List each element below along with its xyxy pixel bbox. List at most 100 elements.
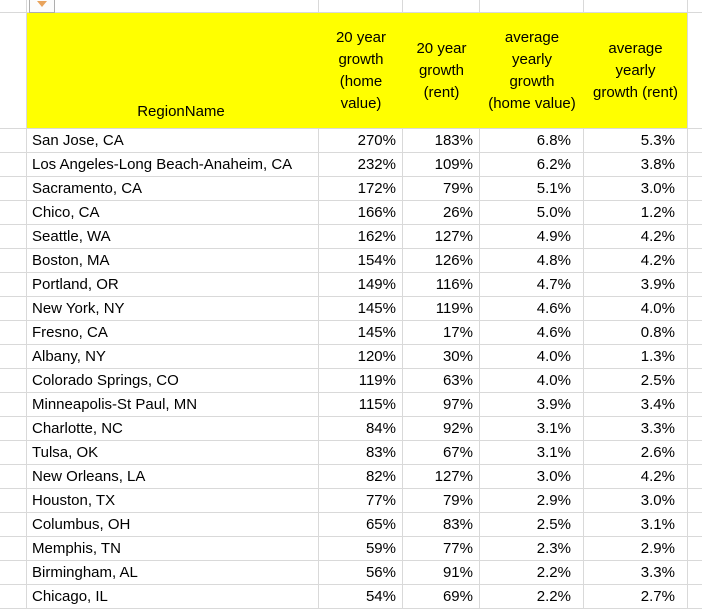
- cell-avg-yearly-growth-home-value[interactable]: 2.2%: [480, 585, 584, 608]
- cell-avg-yearly-growth-home-value[interactable]: 4.7%: [480, 273, 584, 296]
- cell-avg-yearly-growth-home-value[interactable]: 3.9%: [480, 393, 584, 416]
- cell-avg-yearly-growth-rent[interactable]: 3.0%: [584, 489, 688, 512]
- cell-avg-yearly-growth-home-value[interactable]: 6.8%: [480, 129, 584, 152]
- cell-20yr-growth-rent[interactable]: 83%: [403, 513, 480, 536]
- cell-avg-yearly-growth-rent[interactable]: 0.8%: [584, 321, 688, 344]
- cell-avg-yearly-growth-home-value[interactable]: 4.0%: [480, 345, 584, 368]
- cell-avg-yearly-growth-rent[interactable]: 2.7%: [584, 585, 688, 608]
- cell-region-name[interactable]: Birmingham, AL: [27, 561, 319, 584]
- cell-20yr-growth-rent[interactable]: 67%: [403, 441, 480, 464]
- cell-avg-yearly-growth-rent[interactable]: 3.4%: [584, 393, 688, 416]
- cell-avg-yearly-growth-home-value[interactable]: 4.0%: [480, 369, 584, 392]
- cell-region-name[interactable]: Tulsa, OK: [27, 441, 319, 464]
- cell-region-name[interactable]: San Jose, CA: [27, 129, 319, 152]
- cell-avg-yearly-growth-rent[interactable]: 3.3%: [584, 561, 688, 584]
- cell-avg-yearly-growth-rent[interactable]: 1.3%: [584, 345, 688, 368]
- cell-20yr-growth-rent[interactable]: 116%: [403, 273, 480, 296]
- cell-avg-yearly-growth-rent[interactable]: 1.2%: [584, 201, 688, 224]
- cell-20yr-growth-rent[interactable]: 17%: [403, 321, 480, 344]
- cell-20yr-growth-rent[interactable]: 127%: [403, 465, 480, 488]
- cell-avg-yearly-growth-rent[interactable]: 3.8%: [584, 153, 688, 176]
- cell-20yr-growth-home-value[interactable]: 54%: [319, 585, 403, 608]
- cell-region-name[interactable]: Colorado Springs, CO: [27, 369, 319, 392]
- column-header-avg-yearly-growth-home-value[interactable]: average yearly growth (home value): [480, 13, 584, 128]
- cell-20yr-growth-rent[interactable]: 119%: [403, 297, 480, 320]
- cell-20yr-growth-rent[interactable]: 26%: [403, 201, 480, 224]
- column-header-20yr-growth-home-value[interactable]: 20 year growth (home value): [319, 13, 403, 128]
- cell-region-name[interactable]: Fresno, CA: [27, 321, 319, 344]
- cell-20yr-growth-rent[interactable]: 127%: [403, 225, 480, 248]
- cell-20yr-growth-rent[interactable]: 91%: [403, 561, 480, 584]
- cell-avg-yearly-growth-home-value[interactable]: 3.1%: [480, 417, 584, 440]
- cell-avg-yearly-growth-home-value[interactable]: 3.0%: [480, 465, 584, 488]
- cell-20yr-growth-home-value[interactable]: 77%: [319, 489, 403, 512]
- cell-20yr-growth-home-value[interactable]: 270%: [319, 129, 403, 152]
- cell-20yr-growth-home-value[interactable]: 145%: [319, 321, 403, 344]
- cell-avg-yearly-growth-rent[interactable]: 3.9%: [584, 273, 688, 296]
- cell-region-name[interactable]: Charlotte, NC: [27, 417, 319, 440]
- column-header-20yr-growth-rent[interactable]: 20 year growth (rent): [403, 13, 480, 128]
- cell-avg-yearly-growth-home-value[interactable]: 3.1%: [480, 441, 584, 464]
- cell-avg-yearly-growth-home-value[interactable]: 2.3%: [480, 537, 584, 560]
- cell-20yr-growth-rent[interactable]: 77%: [403, 537, 480, 560]
- cell-20yr-growth-home-value[interactable]: 120%: [319, 345, 403, 368]
- cell-20yr-growth-home-value[interactable]: 149%: [319, 273, 403, 296]
- cell-20yr-growth-home-value[interactable]: 145%: [319, 297, 403, 320]
- cell-avg-yearly-growth-home-value[interactable]: 6.2%: [480, 153, 584, 176]
- cell-20yr-growth-home-value[interactable]: 82%: [319, 465, 403, 488]
- filter-dropdown-button[interactable]: [29, 0, 55, 13]
- cell-region-name[interactable]: Sacramento, CA: [27, 177, 319, 200]
- cell-region-name[interactable]: Los Angeles-Long Beach-Anaheim, CA: [27, 153, 319, 176]
- cell-20yr-growth-rent[interactable]: 79%: [403, 489, 480, 512]
- cell-20yr-growth-home-value[interactable]: 115%: [319, 393, 403, 416]
- cell-20yr-growth-home-value[interactable]: 172%: [319, 177, 403, 200]
- cell-region-name[interactable]: Houston, TX: [27, 489, 319, 512]
- cell-region-name[interactable]: Minneapolis-St Paul, MN: [27, 393, 319, 416]
- cell-20yr-growth-rent[interactable]: 79%: [403, 177, 480, 200]
- cell-region-name[interactable]: Portland, OR: [27, 273, 319, 296]
- cell-20yr-growth-rent[interactable]: 97%: [403, 393, 480, 416]
- cell-20yr-growth-home-value[interactable]: 59%: [319, 537, 403, 560]
- cell-avg-yearly-growth-rent[interactable]: 3.3%: [584, 417, 688, 440]
- cell-20yr-growth-home-value[interactable]: 83%: [319, 441, 403, 464]
- cell-20yr-growth-home-value[interactable]: 232%: [319, 153, 403, 176]
- cell-region-name[interactable]: Boston, MA: [27, 249, 319, 272]
- cell-20yr-growth-home-value[interactable]: 119%: [319, 369, 403, 392]
- cell-20yr-growth-rent[interactable]: 63%: [403, 369, 480, 392]
- cell-20yr-growth-home-value[interactable]: 154%: [319, 249, 403, 272]
- cell-region-name[interactable]: New Orleans, LA: [27, 465, 319, 488]
- cell-avg-yearly-growth-home-value[interactable]: 5.1%: [480, 177, 584, 200]
- cell-avg-yearly-growth-rent[interactable]: 4.2%: [584, 249, 688, 272]
- cell-avg-yearly-growth-rent[interactable]: 2.6%: [584, 441, 688, 464]
- cell-avg-yearly-growth-rent[interactable]: 3.1%: [584, 513, 688, 536]
- cell-region-name[interactable]: Memphis, TN: [27, 537, 319, 560]
- cell-region-name[interactable]: Chicago, IL: [27, 585, 319, 608]
- cell-avg-yearly-growth-rent[interactable]: 5.3%: [584, 129, 688, 152]
- cell-20yr-growth-home-value[interactable]: 56%: [319, 561, 403, 584]
- cell-20yr-growth-home-value[interactable]: 65%: [319, 513, 403, 536]
- cell-avg-yearly-growth-rent[interactable]: 4.2%: [584, 225, 688, 248]
- cell-avg-yearly-growth-home-value[interactable]: 2.5%: [480, 513, 584, 536]
- cell-region-name[interactable]: Seattle, WA: [27, 225, 319, 248]
- column-header-region-name[interactable]: RegionName: [27, 13, 319, 128]
- cell-20yr-growth-home-value[interactable]: 162%: [319, 225, 403, 248]
- column-header-avg-yearly-growth-rent[interactable]: average yearly growth (rent): [584, 13, 688, 128]
- cell-avg-yearly-growth-rent[interactable]: 2.9%: [584, 537, 688, 560]
- cell-20yr-growth-home-value[interactable]: 166%: [319, 201, 403, 224]
- cell-avg-yearly-growth-home-value[interactable]: 4.9%: [480, 225, 584, 248]
- cell-20yr-growth-home-value[interactable]: 84%: [319, 417, 403, 440]
- cell-region-name[interactable]: New York, NY: [27, 297, 319, 320]
- cell-avg-yearly-growth-rent[interactable]: 2.5%: [584, 369, 688, 392]
- cell-20yr-growth-rent[interactable]: 30%: [403, 345, 480, 368]
- cell-20yr-growth-rent[interactable]: 92%: [403, 417, 480, 440]
- cell-20yr-growth-rent[interactable]: 126%: [403, 249, 480, 272]
- cell-avg-yearly-growth-rent[interactable]: 4.0%: [584, 297, 688, 320]
- cell-20yr-growth-rent[interactable]: 69%: [403, 585, 480, 608]
- cell-region-name[interactable]: Columbus, OH: [27, 513, 319, 536]
- cell-20yr-growth-rent[interactable]: 183%: [403, 129, 480, 152]
- cell-avg-yearly-growth-rent[interactable]: 4.2%: [584, 465, 688, 488]
- cell-region-name[interactable]: Chico, CA: [27, 201, 319, 224]
- cell-avg-yearly-growth-home-value[interactable]: 2.9%: [480, 489, 584, 512]
- cell-avg-yearly-growth-home-value[interactable]: 2.2%: [480, 561, 584, 584]
- cell-avg-yearly-growth-rent[interactable]: 3.0%: [584, 177, 688, 200]
